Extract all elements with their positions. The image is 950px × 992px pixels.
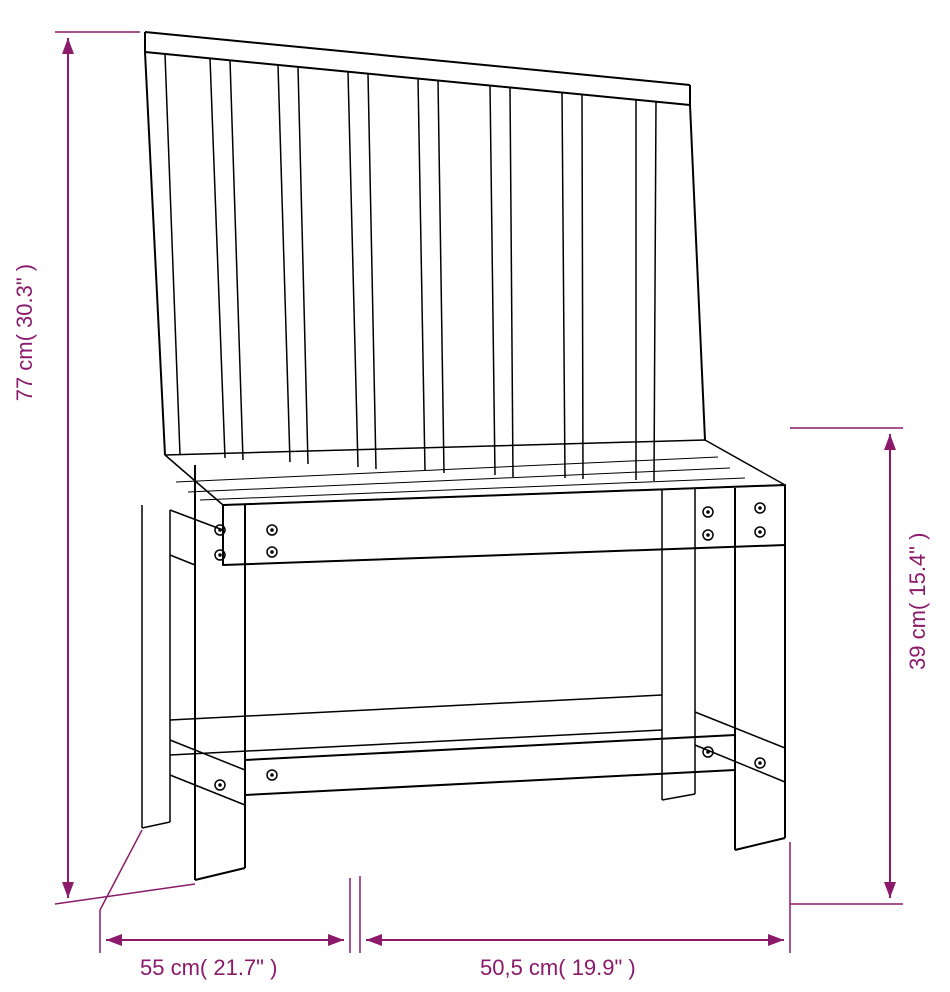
chair-technical-drawing — [0, 0, 950, 992]
dim-depth: 55 cm( 21.7" ) — [140, 955, 277, 981]
dim-seat-height: 39 cm( 15.4" ) — [905, 533, 931, 670]
back-slats — [165, 54, 656, 481]
dimension-lines — [55, 32, 903, 953]
dim-height-total: 77 cm( 30.3" ) — [12, 264, 38, 401]
dim-width: 50,5 cm( 19.9" ) — [480, 955, 636, 981]
seat-slats — [176, 457, 745, 500]
chair-outline — [142, 32, 785, 880]
